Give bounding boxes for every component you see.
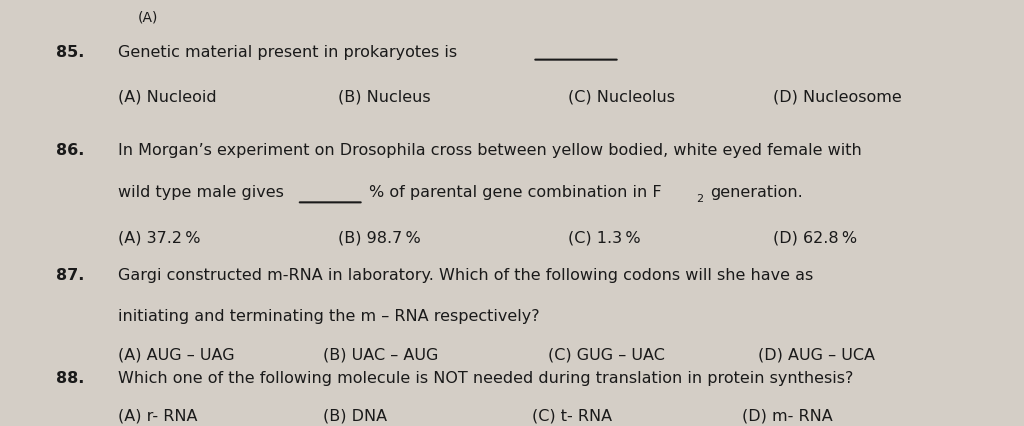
Text: (D) Nucleosome: (D) Nucleosome — [773, 89, 902, 104]
Text: % of parental gene combination in F: % of parental gene combination in F — [369, 185, 662, 200]
Text: (C) t- RNA: (C) t- RNA — [532, 409, 612, 424]
Text: 86.: 86. — [56, 143, 85, 158]
Text: (A) Nucleoid: (A) Nucleoid — [118, 89, 216, 104]
Text: (B) 98.7 %: (B) 98.7 % — [338, 230, 421, 245]
Text: (B) UAC – AUG: (B) UAC – AUG — [323, 347, 438, 362]
Text: wild type male gives: wild type male gives — [118, 185, 284, 200]
Text: (C) GUG – UAC: (C) GUG – UAC — [548, 347, 665, 362]
Text: 87.: 87. — [56, 268, 85, 283]
Text: (C) 1.3 %: (C) 1.3 % — [568, 230, 641, 245]
Text: (A) AUG – UAG: (A) AUG – UAG — [118, 347, 234, 362]
Text: (D) AUG – UCA: (D) AUG – UCA — [758, 347, 874, 362]
Text: (B) Nucleus: (B) Nucleus — [338, 89, 430, 104]
Text: (A) r- RNA: (A) r- RNA — [118, 409, 198, 424]
Text: (B) DNA: (B) DNA — [323, 409, 387, 424]
Text: Which one of the following molecule is NOT needed during translation in protein : Which one of the following molecule is N… — [118, 371, 853, 386]
Text: Gargi constructed m-RNA in laboratory. Which of the following codons will she ha: Gargi constructed m-RNA in laboratory. W… — [118, 268, 813, 283]
Text: 85.: 85. — [56, 45, 85, 60]
Text: 2: 2 — [696, 194, 703, 204]
Text: In Morgan’s experiment on Drosophila cross between yellow bodied, white eyed fem: In Morgan’s experiment on Drosophila cro… — [118, 143, 861, 158]
Text: 88.: 88. — [56, 371, 85, 386]
Text: (D) m- RNA: (D) m- RNA — [742, 409, 834, 424]
Text: (C) Nucleolus: (C) Nucleolus — [568, 89, 675, 104]
Text: Genetic material present in prokaryotes is: Genetic material present in prokaryotes … — [118, 45, 457, 60]
Text: (D) 62.8 %: (D) 62.8 % — [773, 230, 857, 245]
Text: (A): (A) — [138, 11, 159, 25]
Text: (A) 37.2 %: (A) 37.2 % — [118, 230, 201, 245]
Text: initiating and terminating the m – RNA respectively?: initiating and terminating the m – RNA r… — [118, 309, 540, 324]
Text: generation.: generation. — [710, 185, 803, 200]
